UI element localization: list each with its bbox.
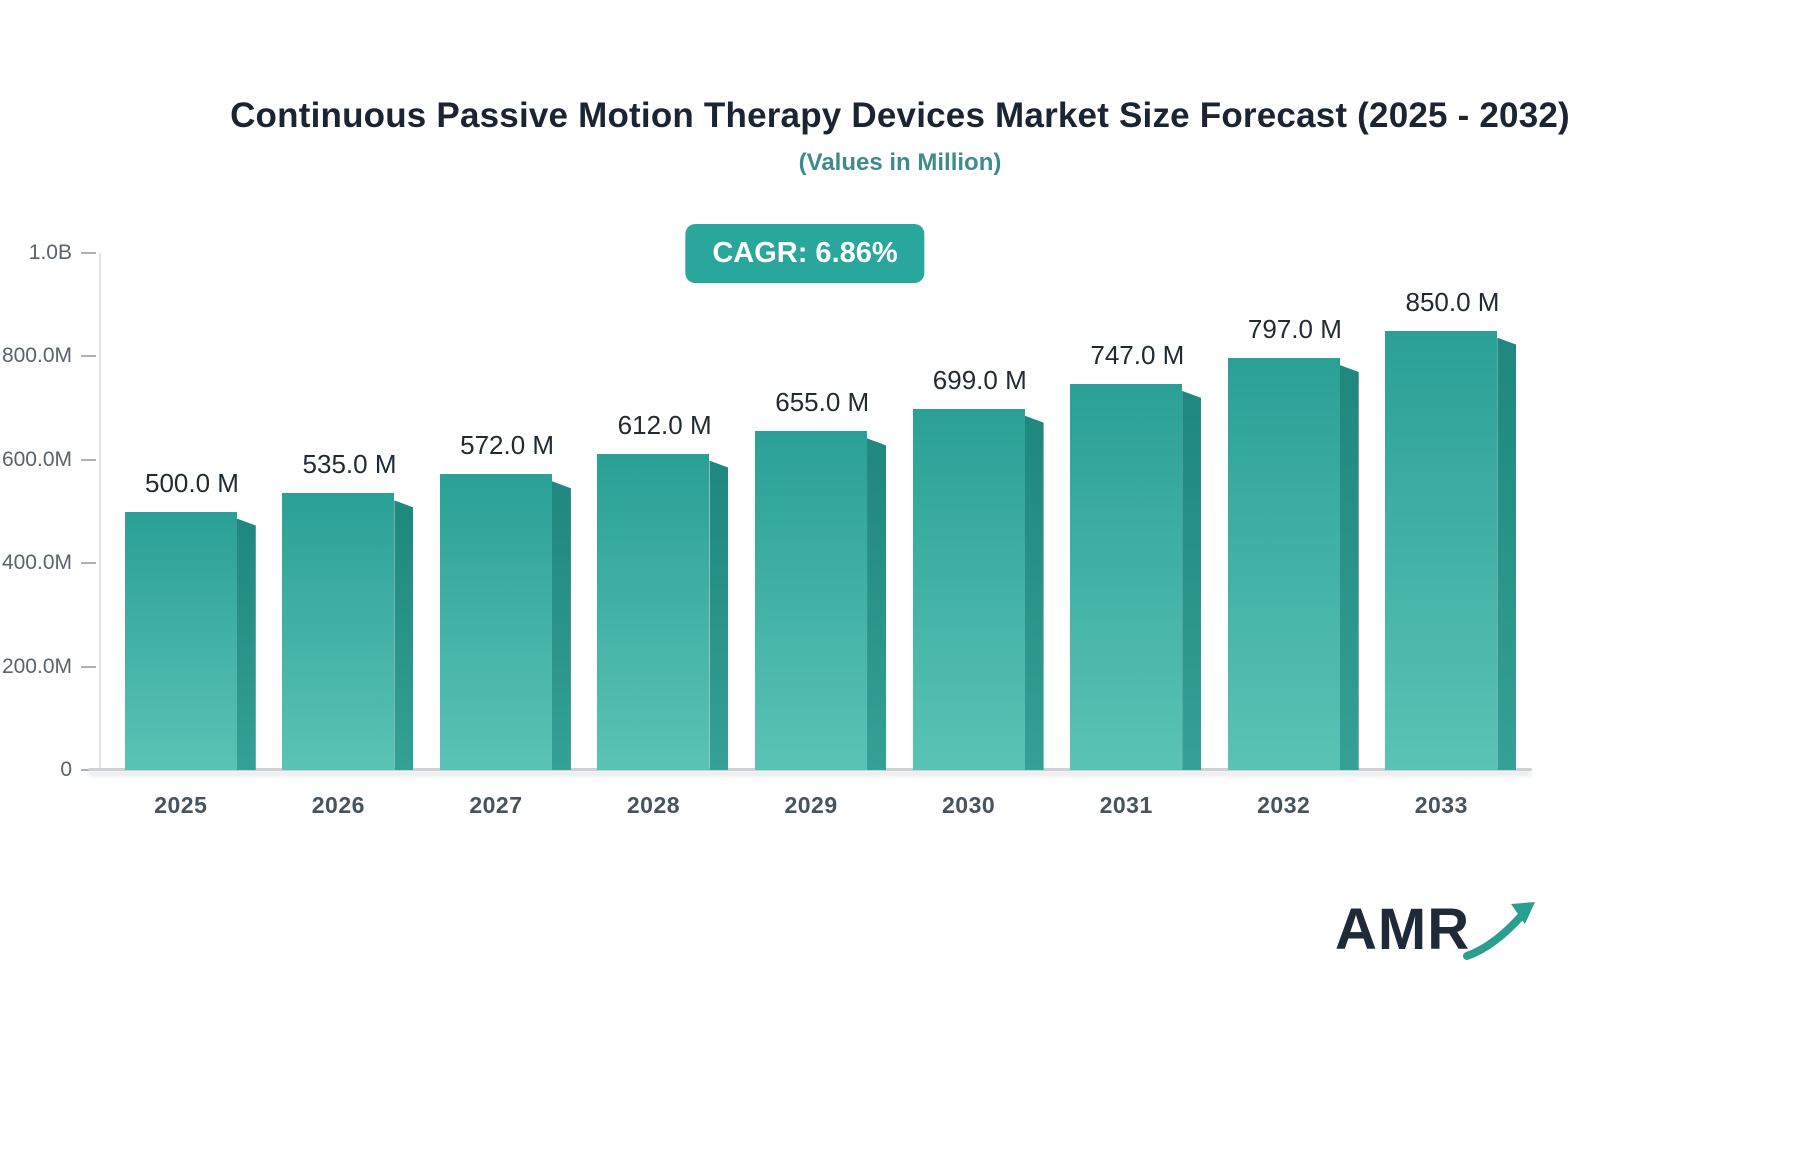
y-axis-tick-mark — [81, 252, 96, 254]
bar-2028: 612.0 M — [597, 410, 712, 770]
bar-value-label: 572.0 M — [460, 430, 555, 461]
logo-arrow-icon — [1463, 902, 1535, 960]
bar-value-label: 655.0 M — [775, 387, 870, 418]
y-axis: 1.0B 800.0M 600.0M 400.0M 200.0M 0 — [0, 241, 96, 781]
y-axis-tick-label: 200.0M — [1, 654, 72, 678]
plot-area: 500.0 M 2025 535.0 M 2026 572.0 M 2027 612.0 M… — [102, 253, 1521, 818]
bar-value-label: 500.0 M — [144, 467, 239, 498]
bar-value-label: 699.0 M — [932, 364, 1027, 395]
x-axis-label: 2025 — [154, 792, 208, 818]
bar-slot: 612.0 M 2028 — [575, 253, 733, 818]
x-axis-label: 2029 — [784, 792, 838, 818]
bar-2032: 797.0 M — [1227, 314, 1342, 770]
bar-slot: 797.0 M 2032 — [1205, 253, 1363, 818]
bar-value-label: 797.0 M — [1247, 313, 1342, 344]
amr-logo: AMR — [1335, 896, 1535, 963]
bar-slot: 535.0 M 2026 — [260, 253, 418, 818]
bar-2025: 500.0 M — [124, 468, 239, 770]
bar-2030: 699.0 M — [912, 365, 1027, 770]
bar-slot: 655.0 M 2029 — [732, 253, 890, 818]
bar-slot: 699.0 M 2030 — [890, 253, 1048, 818]
chart-title: Continuous Passive Motion Therapy Device… — [230, 96, 1570, 135]
x-axis-label: 2031 — [1099, 792, 1153, 818]
bar-2031: 747.0 M — [1070, 340, 1184, 770]
y-axis-tick: 800.0M — [2, 344, 96, 368]
bar-2026: 535.0 M — [282, 449, 397, 770]
bar-slot: 500.0 M 2025 — [102, 253, 260, 818]
bar-value-label: 850.0 M — [1405, 286, 1500, 317]
bar-value-label: 747.0 M — [1090, 339, 1185, 370]
x-axis-label: 2032 — [1257, 792, 1311, 818]
y-axis-tick-mark — [81, 665, 96, 668]
bar-slot: 572.0 M 2027 — [417, 253, 575, 818]
y-axis-tick-mark — [81, 562, 96, 565]
y-axis-tick-label: 800.0M — [1, 344, 72, 368]
bar-value-label: 535.0 M — [302, 449, 397, 480]
bar-2033: 850.0 M — [1385, 287, 1499, 770]
y-axis-tick-label: 1.0B — [28, 241, 72, 264]
y-axis-tick: 1.0B — [29, 241, 96, 265]
bar-slot: 747.0 M 2031 — [1047, 253, 1205, 818]
chart-subtitle: (Values in Million) — [798, 149, 1002, 176]
y-axis-tick-label: 0 — [60, 758, 72, 781]
x-axis-label: 2027 — [469, 792, 523, 818]
bar-slot: 850.0 M 2033 — [1363, 253, 1521, 818]
bar-value-label: 612.0 M — [617, 409, 712, 440]
y-axis-tick-mark — [81, 355, 96, 358]
y-axis-tick: 600.0M — [2, 448, 96, 472]
amr-logo-text: AMR — [1335, 897, 1471, 962]
x-axis-label: 2030 — [942, 792, 996, 818]
bar-2029: 655.0 M — [755, 387, 869, 770]
cagr-badge: CAGR: 6.86% — [685, 224, 925, 283]
x-axis-label: 2028 — [626, 792, 681, 818]
y-axis-tick: 400.0M — [2, 551, 96, 575]
y-axis-tick-label: 400.0M — [1, 551, 72, 575]
y-axis-tick-mark — [81, 458, 96, 461]
x-axis-label: 2026 — [311, 792, 365, 818]
y-axis-line — [99, 253, 101, 770]
bar-2027: 572.0 M — [439, 430, 554, 770]
y-axis-tick-label: 600.0M — [1, 447, 72, 471]
x-axis-label: 2033 — [1414, 792, 1468, 818]
y-axis-tick: 200.0M — [2, 655, 96, 679]
